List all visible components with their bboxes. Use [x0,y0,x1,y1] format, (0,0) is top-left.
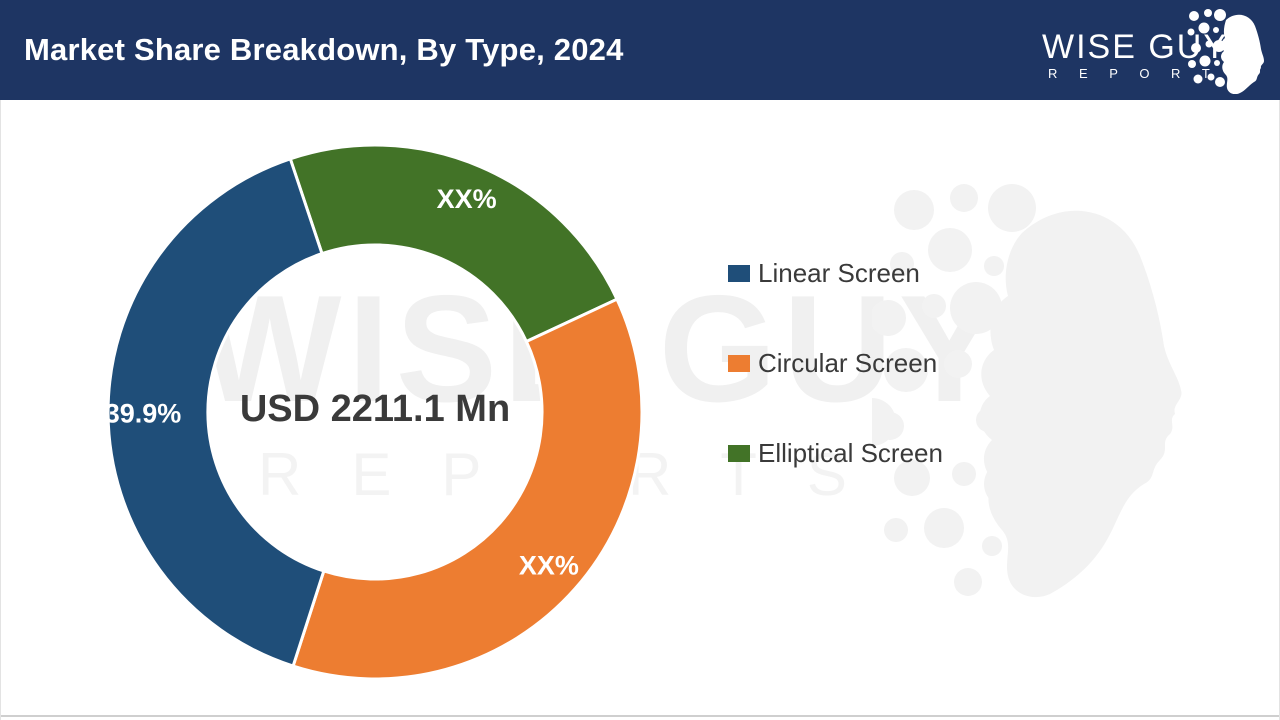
segment-value-label: 39.9% [105,398,182,428]
header-bar: Market Share Breakdown, By Type, 2024 WI… [0,0,1280,100]
donut-segment-circular-screen [291,297,644,681]
logo-face-icon [1187,9,1264,94]
background-watermark-face-graphic [872,184,1182,598]
legend-item-circular-screen: Circular Screen [728,346,937,380]
bottom-divider [0,715,1280,717]
legend-swatch-linear [728,264,750,282]
legend-item-elliptical-screen: Elliptical Screen [728,436,943,470]
legend-label-elliptical: Elliptical Screen [758,437,943,468]
legend-swatch-elliptical [728,444,750,462]
legend-swatch-circular [728,354,750,372]
legend-label-circular: Circular Screen [758,347,938,378]
donut-segment-linear-screen [106,157,326,668]
legend-item-linear-screen: Linear Screen [728,256,920,290]
wise-guy-reports-logo: WISE GUY R E P O R T S [1014,6,1264,94]
donut-center-total-label: USD 2211.1 Mn [240,388,510,430]
page-title: Market Share Breakdown, By Type, 2024 [24,32,624,67]
face-silhouette [979,210,1182,598]
segment-value-label: XX% [519,551,579,581]
logo-subtitle: R E P O R T S [1048,66,1249,81]
segment-value-label: XX% [437,184,497,214]
donut-segment-elliptical-screen [288,143,619,343]
legend-label-linear: Linear Screen [758,257,920,288]
